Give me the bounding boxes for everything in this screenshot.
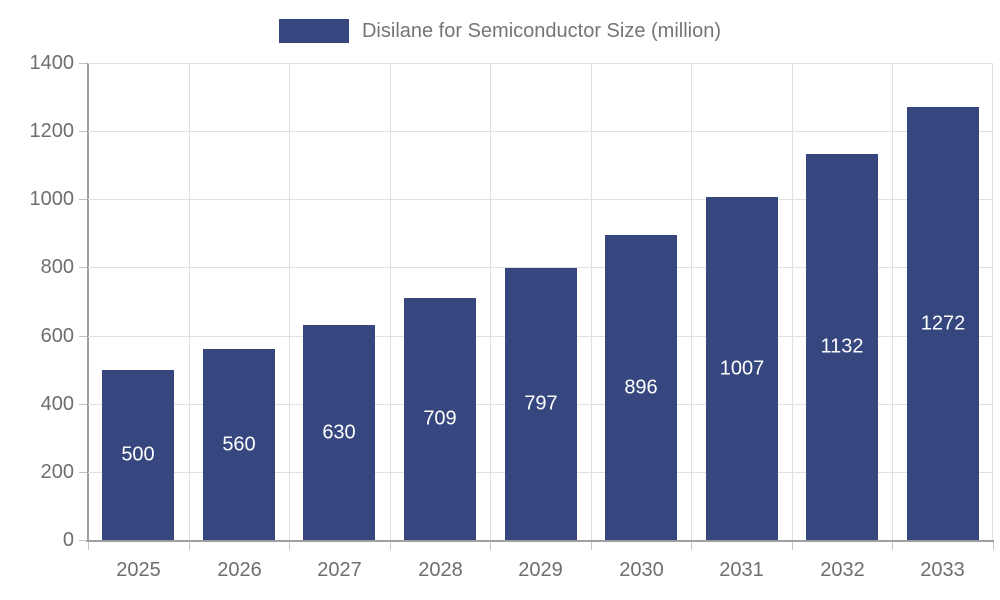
y-axis-tick <box>79 540 87 541</box>
bar-2028: 709 <box>404 298 476 540</box>
x-axis-tick <box>993 542 994 550</box>
bar-2029: 797 <box>505 268 577 540</box>
y-axis-tick <box>79 472 87 473</box>
bar-value-label: 500 <box>121 443 155 466</box>
x-axis-tick-label: 2029 <box>518 559 563 581</box>
bar-2027: 630 <box>303 325 375 540</box>
x-axis-tick <box>792 542 793 550</box>
x-axis-tick-label: 2026 <box>217 559 262 581</box>
y-axis-line <box>87 63 89 542</box>
y-axis-tick <box>79 267 87 268</box>
y-axis-tick <box>79 63 87 64</box>
legend-label: Disilane for Semiconductor Size (million… <box>361 19 721 42</box>
bar-value-label: 560 <box>222 433 256 455</box>
legend-swatch[interactable] <box>278 19 349 43</box>
y-axis-tick-label: 800 <box>40 256 74 278</box>
bar-value-label: 709 <box>423 407 457 430</box>
plot-area: 500 560 630 709 797 896 1007 1132 1272 <box>88 63 993 540</box>
bar-value-label: 630 <box>322 421 356 443</box>
x-axis-tick-label: 2028 <box>418 559 463 581</box>
y-axis-tick <box>79 404 87 405</box>
x-axis-tick <box>591 542 592 550</box>
gridline-vertical <box>591 63 592 540</box>
legend[interactable]: Disilane for Semiconductor Size (million… <box>0 17 1000 45</box>
x-axis-tick <box>892 542 893 550</box>
y-axis-tick <box>79 131 87 132</box>
x-axis-tick-label: 2027 <box>317 559 362 581</box>
gridline-horizontal <box>88 63 993 64</box>
x-axis-tick-label: 2032 <box>820 559 865 581</box>
bar-value-label: 1007 <box>719 357 765 379</box>
gridline-vertical <box>691 63 692 540</box>
x-axis-tick <box>189 542 190 550</box>
x-axis-tick <box>390 542 391 550</box>
x-axis-tick <box>490 542 491 550</box>
y-axis-tick-label: 200 <box>40 461 74 483</box>
y-axis-tick-label: 600 <box>40 325 74 347</box>
y-axis-tick-label: 1200 <box>29 120 75 142</box>
bar-2026: 560 <box>203 349 275 540</box>
y-axis-tick <box>79 199 87 200</box>
bar-2033: 1272 <box>907 107 979 540</box>
bar-value-label: 1272 <box>920 312 966 334</box>
bar-2032: 1132 <box>806 154 878 540</box>
x-axis-tick <box>88 542 89 550</box>
gridline-horizontal <box>88 267 993 268</box>
gridline-vertical <box>792 63 793 540</box>
x-axis-tick-label: 2033 <box>920 559 965 581</box>
y-axis-tick-label: 1400 <box>29 52 75 74</box>
x-axis-tick-label: 2025 <box>116 559 161 581</box>
y-axis-tick-label: 1000 <box>29 188 75 210</box>
bar-value-label: 896 <box>624 376 658 398</box>
x-axis-line <box>86 540 994 542</box>
gridline-vertical <box>490 63 491 540</box>
y-axis-tick-label: 400 <box>40 393 74 415</box>
gridline-vertical <box>289 63 290 540</box>
x-axis-tick-label: 2031 <box>719 559 764 581</box>
plot-right-border <box>992 63 993 540</box>
gridline-vertical <box>189 63 190 540</box>
bar-value-label: 797 <box>524 392 558 415</box>
gridline-horizontal <box>88 131 993 132</box>
bar-2025: 500 <box>102 370 174 540</box>
bar-2031: 1007 <box>706 197 778 540</box>
x-axis-tick-label: 2030 <box>619 559 664 581</box>
bar-2030: 896 <box>605 235 677 540</box>
y-axis-tick-label: 0 <box>62 529 74 551</box>
gridline-vertical <box>892 63 893 540</box>
x-axis-tick <box>691 542 692 550</box>
bar-value-label: 1132 <box>820 335 864 358</box>
gridline-vertical <box>390 63 391 540</box>
gridline-horizontal <box>88 199 993 200</box>
y-axis-tick <box>79 336 87 337</box>
x-axis-tick <box>289 542 290 550</box>
